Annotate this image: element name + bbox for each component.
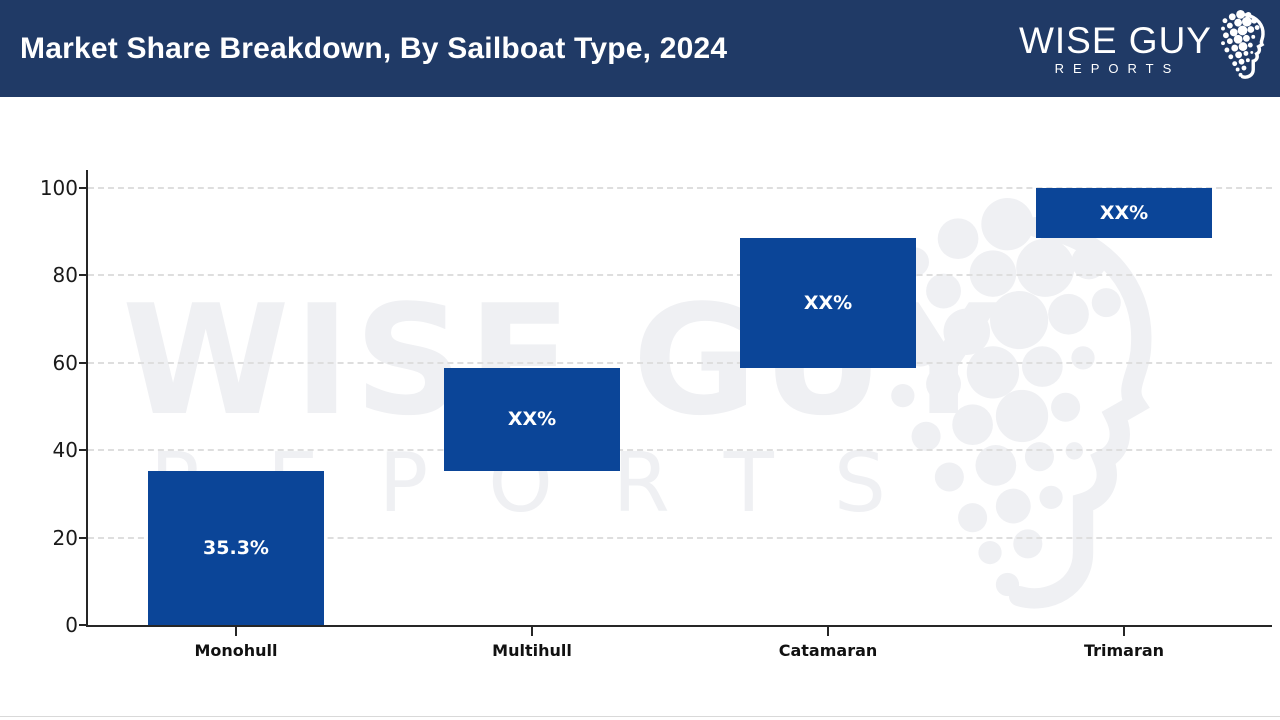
logo-text-secondary: REPORTS (1054, 60, 1181, 76)
x-axis-tick (531, 627, 533, 636)
waterfall-chart: WISE GUY REPORTS 0 20 40 60 80 100 35.3% Monohu… (0, 97, 1280, 720)
y-axis-label: 0 (65, 613, 78, 637)
wise-guy-logo: WISE GUY REPORTS (1019, 5, 1270, 92)
y-axis-label: 100 (39, 176, 78, 200)
y-axis-tick (79, 274, 88, 277)
y-axis-tick (79, 624, 88, 626)
y-axis-label: 40 (52, 438, 78, 463)
head-profile-icon (1216, 10, 1270, 88)
page-title: Market Share Breakdown, By Sailboat Type… (20, 31, 728, 65)
x-axis-tick (1123, 627, 1125, 636)
category-label: Monohull (194, 641, 278, 660)
y-axis-label: 60 (52, 350, 78, 375)
y-axis-tick (79, 361, 88, 364)
logo-text: WISE GUY REPORTS (1018, 19, 1212, 76)
y-axis-tick (79, 449, 88, 452)
category-label: Trimaran (1083, 641, 1165, 660)
bar-value-label: XX% (1099, 201, 1149, 224)
category-label: Multihull (492, 641, 572, 660)
bottom-border-line (0, 716, 1280, 717)
gridline (88, 449, 1272, 452)
bar-monohull: 35.3% (148, 470, 324, 625)
bar-multihull: XX% (444, 368, 620, 471)
x-axis-tick (235, 627, 237, 636)
y-axis-tick (79, 187, 88, 189)
gridline (88, 274, 1272, 277)
x-axis-line (86, 625, 1272, 627)
logo-text-primary: WISE GUY (1018, 19, 1212, 61)
bar-value-label: 35.3% (203, 536, 269, 559)
bar-value-label: XX% (507, 408, 557, 431)
bar-catamaran: XX% (740, 237, 916, 369)
header-bar: Market Share Breakdown, By Sailboat Type… (0, 0, 1280, 97)
x-axis-tick (827, 627, 829, 636)
gridline (88, 536, 1272, 539)
gridline (88, 187, 1272, 189)
y-axis-label: 80 (52, 263, 78, 288)
gridline (88, 361, 1272, 364)
y-axis-tick (79, 536, 88, 539)
y-axis-line (86, 170, 88, 627)
y-axis-label: 20 (52, 525, 78, 550)
category-label: Catamaran (778, 641, 878, 660)
bar-value-label: XX% (803, 291, 853, 314)
bar-trimaran: XX% (1036, 188, 1212, 238)
